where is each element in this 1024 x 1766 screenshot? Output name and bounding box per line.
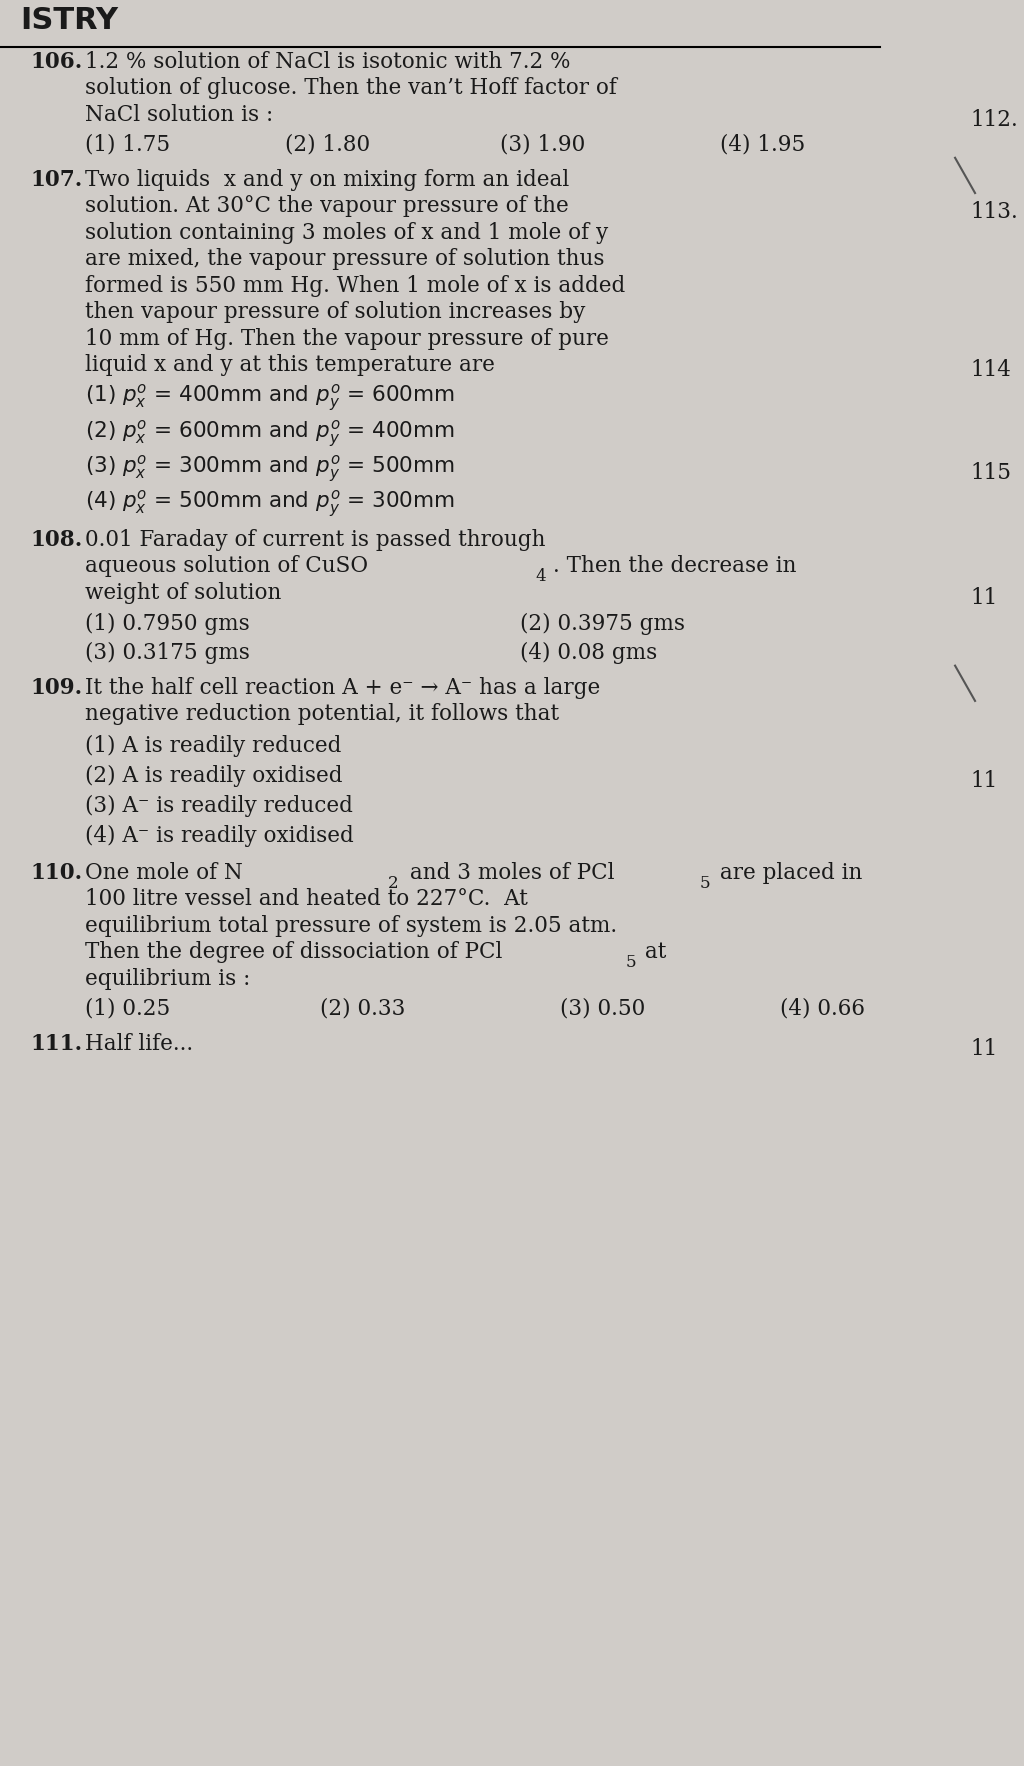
Text: 10 mm of Hg. Then the vapour pressure of pure: 10 mm of Hg. Then the vapour pressure of… bbox=[85, 328, 609, 350]
Text: equilibrium total pressure of system is 2.05 atm.: equilibrium total pressure of system is … bbox=[85, 915, 617, 938]
Text: 11: 11 bbox=[970, 1038, 997, 1060]
Text: negative reduction potential, it follows that: negative reduction potential, it follows… bbox=[85, 703, 559, 726]
Text: aqueous solution of CuSO: aqueous solution of CuSO bbox=[85, 555, 369, 577]
Text: and 3 moles of PCl: and 3 moles of PCl bbox=[403, 862, 614, 885]
Text: 107.: 107. bbox=[30, 170, 82, 191]
Text: NaCl solution is :: NaCl solution is : bbox=[85, 104, 273, 125]
Text: (1) 0.25: (1) 0.25 bbox=[85, 998, 170, 1019]
Text: (4) $p_x^o$ = 500mm and $p_y^o$ = 300mm: (4) $p_x^o$ = 500mm and $p_y^o$ = 300mm bbox=[85, 489, 455, 521]
Text: 11: 11 bbox=[970, 770, 997, 793]
Text: 5: 5 bbox=[700, 874, 711, 892]
Text: 0.01 Faraday of current is passed through: 0.01 Faraday of current is passed throug… bbox=[85, 528, 546, 551]
Text: (2) $p_x^o$ = 600mm and $p_y^o$ = 400mm: (2) $p_x^o$ = 600mm and $p_y^o$ = 400mm bbox=[85, 419, 455, 450]
Text: 5: 5 bbox=[626, 954, 637, 971]
Text: . Then the decrease in: . Then the decrease in bbox=[553, 555, 797, 577]
Text: solution. At 30°C the vapour pressure of the: solution. At 30°C the vapour pressure of… bbox=[85, 196, 568, 217]
Text: 109.: 109. bbox=[30, 676, 82, 699]
Text: formed is 550 mm Hg. When 1 mole of x is added: formed is 550 mm Hg. When 1 mole of x is… bbox=[85, 275, 626, 297]
Text: One mole of N: One mole of N bbox=[85, 862, 243, 885]
Text: (3) 0.50: (3) 0.50 bbox=[560, 998, 645, 1019]
Text: are mixed, the vapour pressure of solution thus: are mixed, the vapour pressure of soluti… bbox=[85, 249, 604, 270]
Text: (4) 0.08 gms: (4) 0.08 gms bbox=[520, 641, 657, 664]
Text: It the half cell reaction A + e⁻ → A⁻ has a large: It the half cell reaction A + e⁻ → A⁻ ha… bbox=[85, 676, 600, 699]
Text: (1) $p_x^o$ = 400mm and $p_y^o$ = 600mm: (1) $p_x^o$ = 400mm and $p_y^o$ = 600mm bbox=[85, 383, 455, 415]
Text: solution of glucose. Then the van’t Hoff factor of: solution of glucose. Then the van’t Hoff… bbox=[85, 78, 616, 99]
Text: (4) 0.66: (4) 0.66 bbox=[780, 998, 865, 1019]
Text: 110.: 110. bbox=[30, 862, 82, 885]
Text: (3) 0.3175 gms: (3) 0.3175 gms bbox=[85, 641, 250, 664]
Text: (3) 1.90: (3) 1.90 bbox=[500, 134, 586, 155]
Text: 112.: 112. bbox=[970, 109, 1018, 131]
Text: (2) 0.33: (2) 0.33 bbox=[321, 998, 406, 1019]
Text: at: at bbox=[638, 941, 667, 964]
Text: 11: 11 bbox=[970, 586, 997, 609]
Text: (3) A⁻ is readily reduced: (3) A⁻ is readily reduced bbox=[85, 795, 353, 818]
Text: then vapour pressure of solution increases by: then vapour pressure of solution increas… bbox=[85, 302, 586, 323]
Text: 106.: 106. bbox=[30, 51, 82, 72]
Text: 4: 4 bbox=[535, 569, 546, 585]
Text: (1) 1.75: (1) 1.75 bbox=[85, 134, 170, 155]
Text: (1) A is readily reduced: (1) A is readily reduced bbox=[85, 735, 341, 758]
Text: (4) A⁻ is readily oxidised: (4) A⁻ is readily oxidised bbox=[85, 825, 353, 848]
Text: Two liquids  x and y on mixing form an ideal: Two liquids x and y on mixing form an id… bbox=[85, 170, 569, 191]
Text: 111.: 111. bbox=[30, 1033, 82, 1054]
Text: weight of solution: weight of solution bbox=[85, 581, 282, 604]
Text: solution containing 3 moles of x and 1 mole of y: solution containing 3 moles of x and 1 m… bbox=[85, 223, 608, 244]
Text: (2) A is readily oxidised: (2) A is readily oxidised bbox=[85, 765, 342, 788]
Text: (4) 1.95: (4) 1.95 bbox=[720, 134, 805, 155]
Text: 113.: 113. bbox=[970, 201, 1018, 223]
Text: (2) 1.80: (2) 1.80 bbox=[285, 134, 370, 155]
Text: (2) 0.3975 gms: (2) 0.3975 gms bbox=[520, 613, 685, 636]
Text: 108.: 108. bbox=[30, 528, 82, 551]
Text: 114: 114 bbox=[970, 360, 1011, 381]
Text: 100 litre vessel and heated to 227°C.  At: 100 litre vessel and heated to 227°C. At bbox=[85, 888, 528, 911]
Text: liquid x and y at this temperature are: liquid x and y at this temperature are bbox=[85, 355, 495, 376]
Text: 2: 2 bbox=[388, 874, 398, 892]
Text: equilibrium is :: equilibrium is : bbox=[85, 968, 251, 989]
Text: (3) $p_x^o$ = 300mm and $p_y^o$ = 500mm: (3) $p_x^o$ = 300mm and $p_y^o$ = 500mm bbox=[85, 454, 455, 486]
Text: (1) 0.7950 gms: (1) 0.7950 gms bbox=[85, 613, 250, 636]
Text: 115: 115 bbox=[970, 461, 1011, 484]
Text: Then the degree of dissociation of PCl: Then the degree of dissociation of PCl bbox=[85, 941, 503, 964]
Text: ISTRY: ISTRY bbox=[20, 5, 118, 35]
Text: 1.2 % solution of NaCl is isotonic with 7.2 %: 1.2 % solution of NaCl is isotonic with … bbox=[85, 51, 570, 72]
Text: Half life...: Half life... bbox=[85, 1033, 194, 1054]
Text: are placed in: are placed in bbox=[713, 862, 862, 885]
